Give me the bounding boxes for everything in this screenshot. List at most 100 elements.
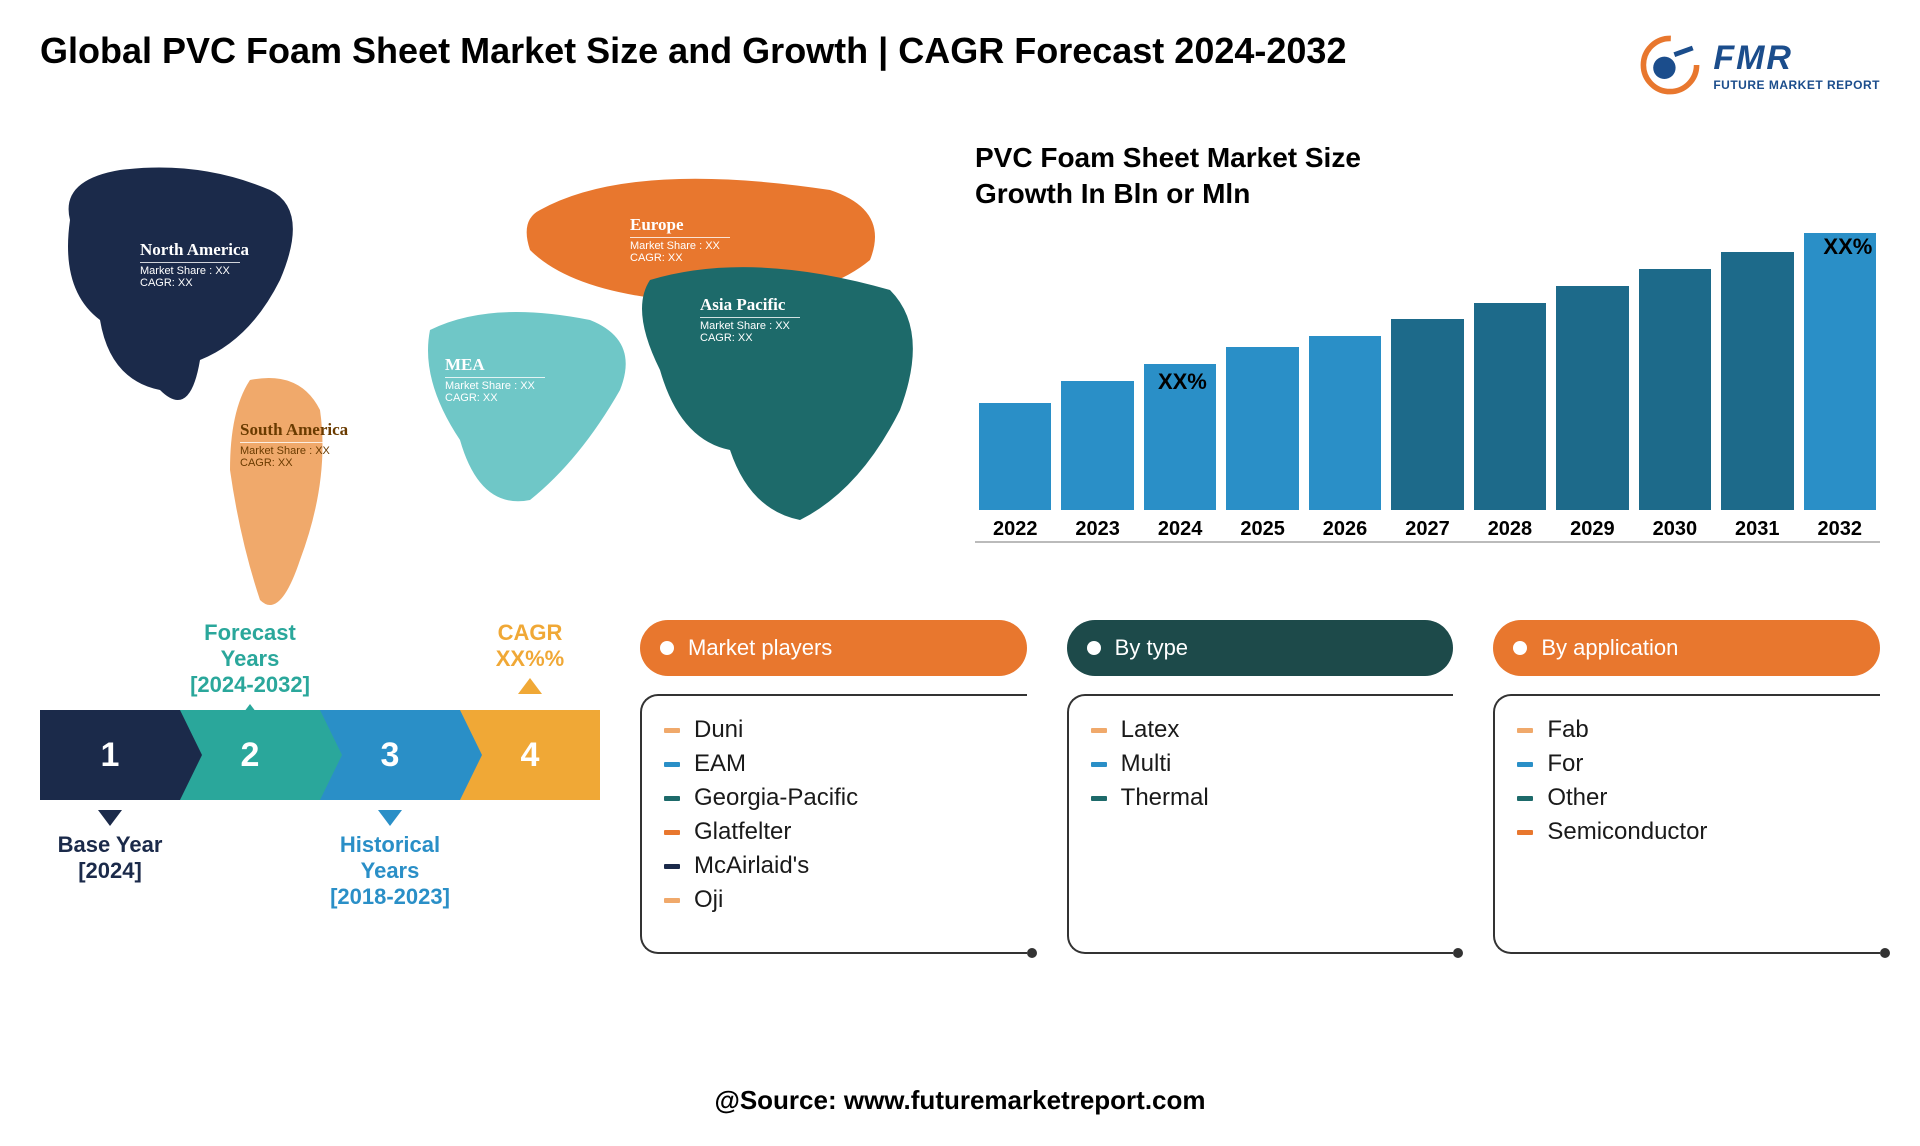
logo-icon [1635,30,1705,100]
bar-year-label: 2025 [1240,518,1285,541]
list-item: Glatfelter [664,818,1017,846]
chart-title: PVC Foam Sheet Market Size Growth In Bln… [975,140,1375,213]
chart-bars: 2022202320242025202620272028202920302031… [975,233,1880,543]
bullet-icon [1091,796,1107,801]
list-item: Latex [1091,716,1444,744]
bar-column: 2030 [1639,233,1711,541]
pill-bracket: Latex Multi Thermal [1067,694,1454,954]
pill-header: Market players [640,620,1027,676]
list-item: Fab [1517,716,1870,744]
list-item: McAirlaid's [664,852,1017,880]
pill-dot-icon [1513,641,1527,655]
pill-dot-icon [660,641,674,655]
bar [1226,347,1298,509]
list-item: Other [1517,784,1870,812]
bullet-icon [664,864,680,869]
bar-column: 2032 [1804,233,1876,541]
chart-callout: XX% [1158,369,1207,395]
pill-header-label: By type [1115,635,1188,661]
timeline-step: 1 [40,710,180,800]
pill-header-label: By application [1541,635,1678,661]
map-region-label: Asia PacificMarket Share : XXCAGR: XX [700,295,800,344]
map-region-label: North AmericaMarket Share : XXCAGR: XX [140,240,249,289]
list-item: Multi [1091,750,1444,778]
pill-list: Latex Multi Thermal [1091,716,1444,812]
bullet-icon [664,830,680,835]
pill-bracket: Duni EAM Georgia-Pacific Glatfelter McAirlai… [640,694,1027,954]
bullet-icon [1091,728,1107,733]
list-item: EAM [664,750,1017,778]
bar [1639,269,1711,510]
bar [979,403,1051,509]
bullet-icon [1517,830,1533,835]
map-region [210,370,360,630]
bar [1556,286,1628,510]
list-item: Semiconductor [1517,818,1870,846]
list-item-label: Other [1547,784,1607,812]
brand-logo: FMR FUTURE MARKET REPORT [1635,30,1880,100]
header: Global PVC Foam Sheet Market Size and Gr… [40,30,1880,100]
list-item: Thermal [1091,784,1444,812]
main-row: North AmericaMarket Share : XXCAGR: XX So… [40,140,1880,560]
bar-year-label: 2026 [1323,518,1368,541]
list-item: Duni [664,716,1017,744]
by-type-panel: By type Latex Multi Thermal [1067,620,1454,954]
timeline-label: Base Year[2024] [40,810,180,884]
list-item-label: Georgia-Pacific [694,784,858,812]
source-attribution: @Source: www.futuremarketreport.com [0,1085,1920,1116]
bottom-row: Forecast Years[2024-2032]CAGRXX%%1234Bas… [40,620,1880,954]
bar [1309,336,1381,510]
list-item-label: For [1547,750,1583,778]
timeline: Forecast Years[2024-2032]CAGRXX%%1234Bas… [40,620,600,920]
list-item: For [1517,750,1870,778]
bullet-icon [1517,762,1533,767]
pill-list: Duni EAM Georgia-Pacific Glatfelter McAirlai… [664,716,1017,914]
by-application-panel: By application Fab For Other Semiconductor [1493,620,1880,954]
map-region-label: South AmericaMarket Share : XXCAGR: XX [240,420,348,469]
map-region [630,250,940,540]
bar [1721,252,1793,510]
bar [1061,381,1133,510]
bullet-icon [1517,796,1533,801]
timeline-label: Forecast Years[2024-2032] [180,620,320,720]
bar-year-label: 2030 [1653,518,1698,541]
list-item-label: EAM [694,750,746,778]
map-region-label: MEAMarket Share : XXCAGR: XX [445,355,545,404]
bar-year-label: 2022 [993,518,1038,541]
bar [1391,319,1463,509]
pill-bracket: Fab For Other Semiconductor [1493,694,1880,954]
bar-year-label: 2024 [1158,518,1203,541]
list-item-label: Multi [1121,750,1172,778]
bar-year-label: 2032 [1818,518,1863,541]
map-region [410,300,650,520]
bar-column: 2027 [1391,233,1463,541]
bar-year-label: 2027 [1405,518,1450,541]
list-item-label: Duni [694,716,743,744]
bar-column: 2023 [1061,233,1133,541]
logo-text-main: FMR [1713,39,1880,78]
bar [1804,233,1876,510]
pill-header: By application [1493,620,1880,676]
logo-text-sub: FUTURE MARKET REPORT [1713,78,1880,92]
bar-column: 2029 [1556,233,1628,541]
list-item-label: Fab [1547,716,1588,744]
pill-header: By type [1067,620,1454,676]
pill-list: Fab For Other Semiconductor [1517,716,1870,846]
bullet-icon [664,796,680,801]
bullet-icon [664,728,680,733]
bar-column: 2022 [979,233,1051,541]
bar-year-label: 2029 [1570,518,1615,541]
bar-column: 2031 [1721,233,1793,541]
bar-chart: PVC Foam Sheet Market Size Growth In Bln… [975,140,1880,560]
bar [1474,303,1546,510]
list-item-label: Oji [694,886,723,914]
bullet-icon [664,898,680,903]
list-item-label: Glatfelter [694,818,791,846]
pill-header-label: Market players [688,635,832,661]
market-players-panel: Market players Duni EAM Georgia-Pacific Glat… [640,620,1027,954]
bullet-icon [664,762,680,767]
bar-year-label: 2031 [1735,518,1780,541]
list-item-label: Latex [1121,716,1180,744]
list-item-label: Semiconductor [1547,818,1707,846]
world-map: North AmericaMarket Share : XXCAGR: XX So… [40,140,945,560]
